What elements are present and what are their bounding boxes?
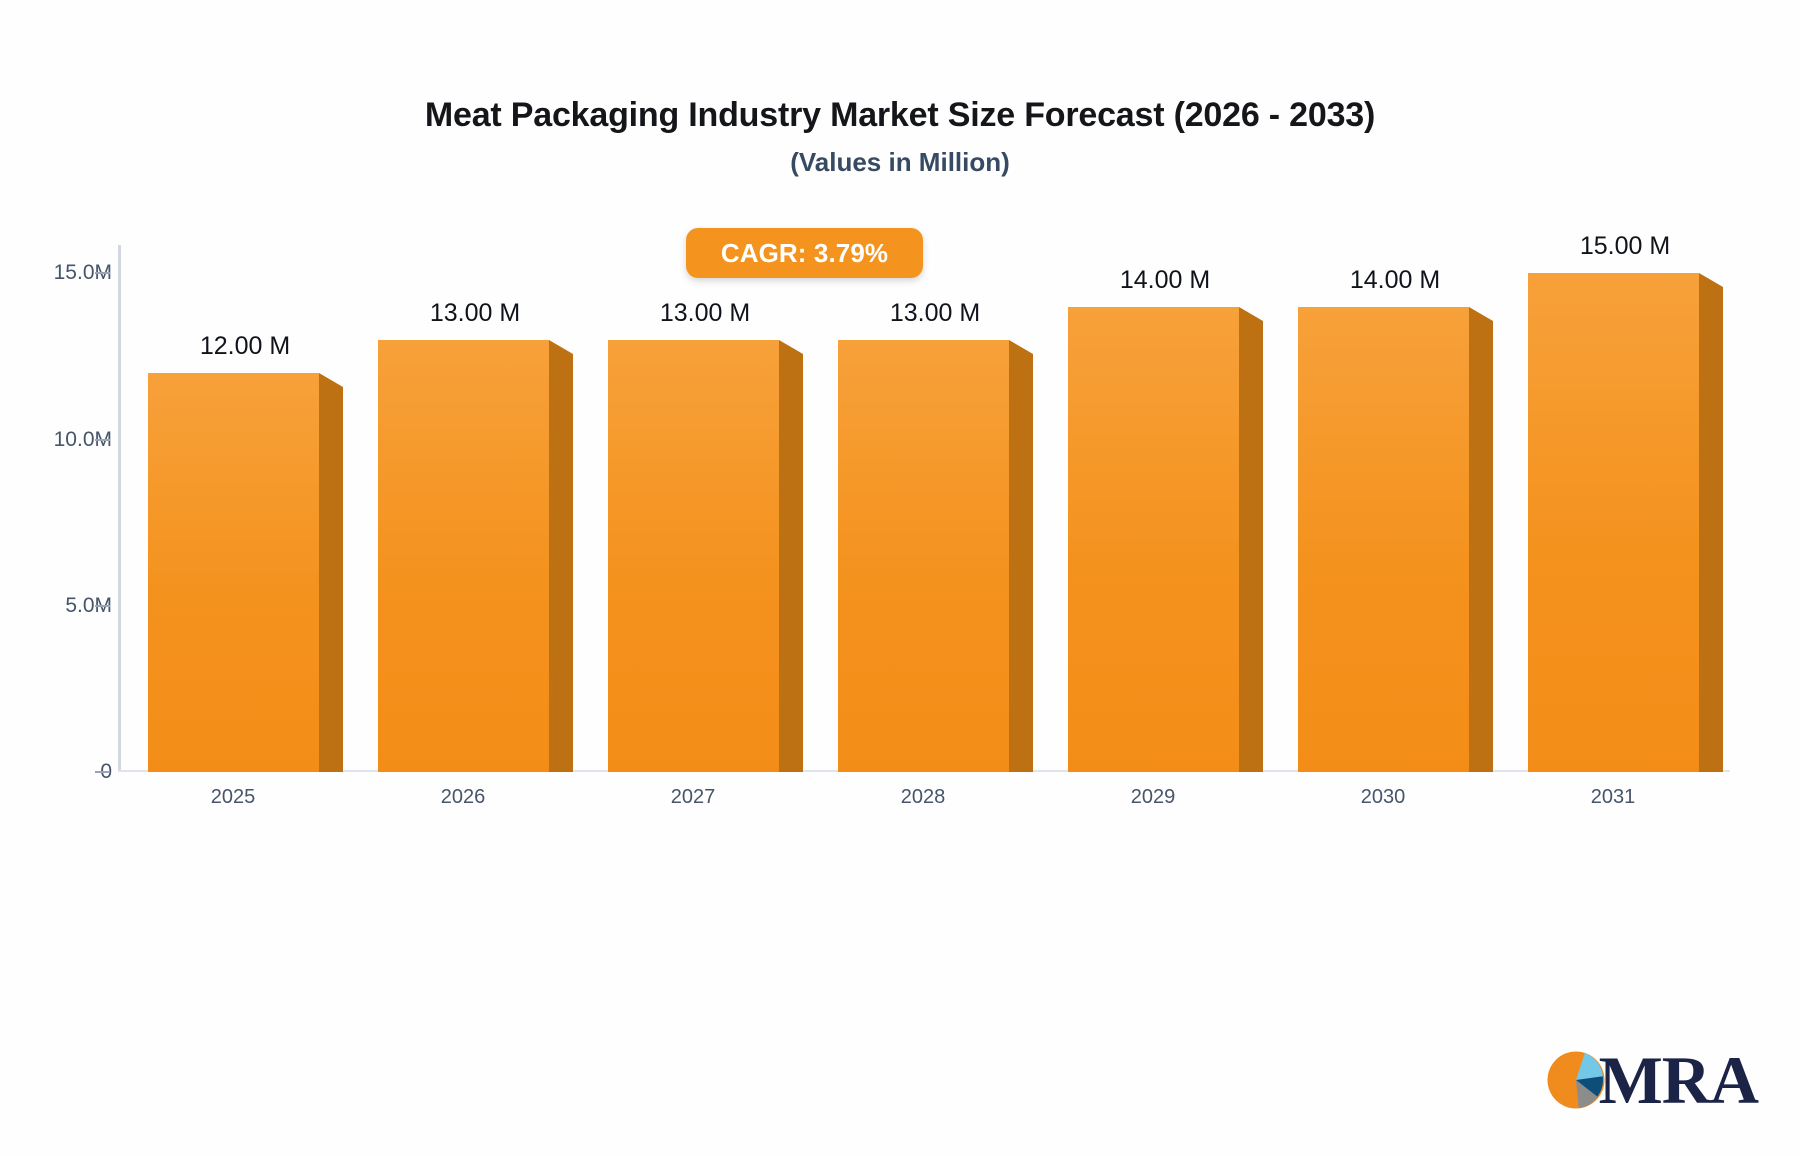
y-axis-tick-mark [95,438,110,441]
bar-top-bevel [1238,306,1263,321]
bar[interactable] [607,326,803,772]
bar-side-face [318,387,343,772]
logo-wordmark: MRA [1598,1042,1759,1118]
chart-title: Meat Packaging Industry Market Size Fore… [424,96,1376,134]
bar-value-label: 14.00 M [1349,265,1441,294]
bar-face [147,373,319,772]
y-axis-tick-label: 5.0M [65,593,112,617]
bar-value-label: 13.00 M [429,298,521,327]
bar[interactable] [1067,293,1263,772]
y-axis-line [118,245,121,772]
bar[interactable] [147,359,343,772]
bar[interactable] [1527,259,1723,772]
y-axis-tick-mark [95,604,110,607]
bar-side-face [1468,320,1493,772]
y-axis-tick-label: 10.0M [53,427,112,451]
bar[interactable] [1297,293,1493,772]
bar-value-label: 13.00 M [659,298,751,327]
cagr-badge: CAGR: 3.79% [686,228,923,278]
x-axis-tick-label: 2031 [1590,786,1636,808]
bar-value-label: 15.00 M [1579,232,1671,261]
bar-side-face [1238,320,1263,772]
bar-face [1527,273,1699,772]
bar-top-bevel [1698,273,1723,288]
bar-side-face [1698,287,1723,772]
bar-top-bevel [778,339,803,354]
x-axis-tick-label: 2026 [440,786,486,808]
bar-side-face [548,353,573,772]
x-axis-tick-label: 2028 [900,786,946,808]
x-axis-tick-label: 2025 [210,786,256,808]
pie-chart-icon [1547,1051,1605,1109]
bar-top-bevel [1008,339,1033,354]
x-axis-tick-label: 2029 [1130,786,1176,808]
chart-subtitle: (Values in Million) [790,147,1010,177]
bar-face [607,339,779,772]
bar-face [1067,306,1239,772]
cagr-badge-label: CAGR: 3.79% [720,237,889,268]
x-axis-tick-label: 2030 [1360,786,1406,808]
bar-top-bevel [548,339,573,354]
bar-top-bevel [1468,306,1493,321]
plot-area: 12.00 M 13.00 M 13.00 M 13.00 M 14.00 M 14.00… [118,232,1728,772]
bar-face [1297,306,1469,772]
bar-top-bevel [318,373,343,387]
bar-face [377,339,549,772]
bar[interactable] [837,326,1033,772]
y-axis-tick-mark [95,272,110,275]
bar-value-label: 13.00 M [889,298,981,327]
x-axis-tick-label: 2027 [670,786,716,808]
y-axis-tick-mark [95,771,110,773]
bar-value-label: 12.00 M [199,332,291,360]
y-axis-tick-label: 15.0M [53,261,112,285]
bar-face [837,339,1009,772]
bar[interactable] [377,326,573,772]
bar-value-label: 14.00 M [1119,265,1211,294]
bar-side-face [1008,353,1033,772]
bar-side-face [778,353,803,772]
mra-logo: MRA [1545,1042,1759,1118]
